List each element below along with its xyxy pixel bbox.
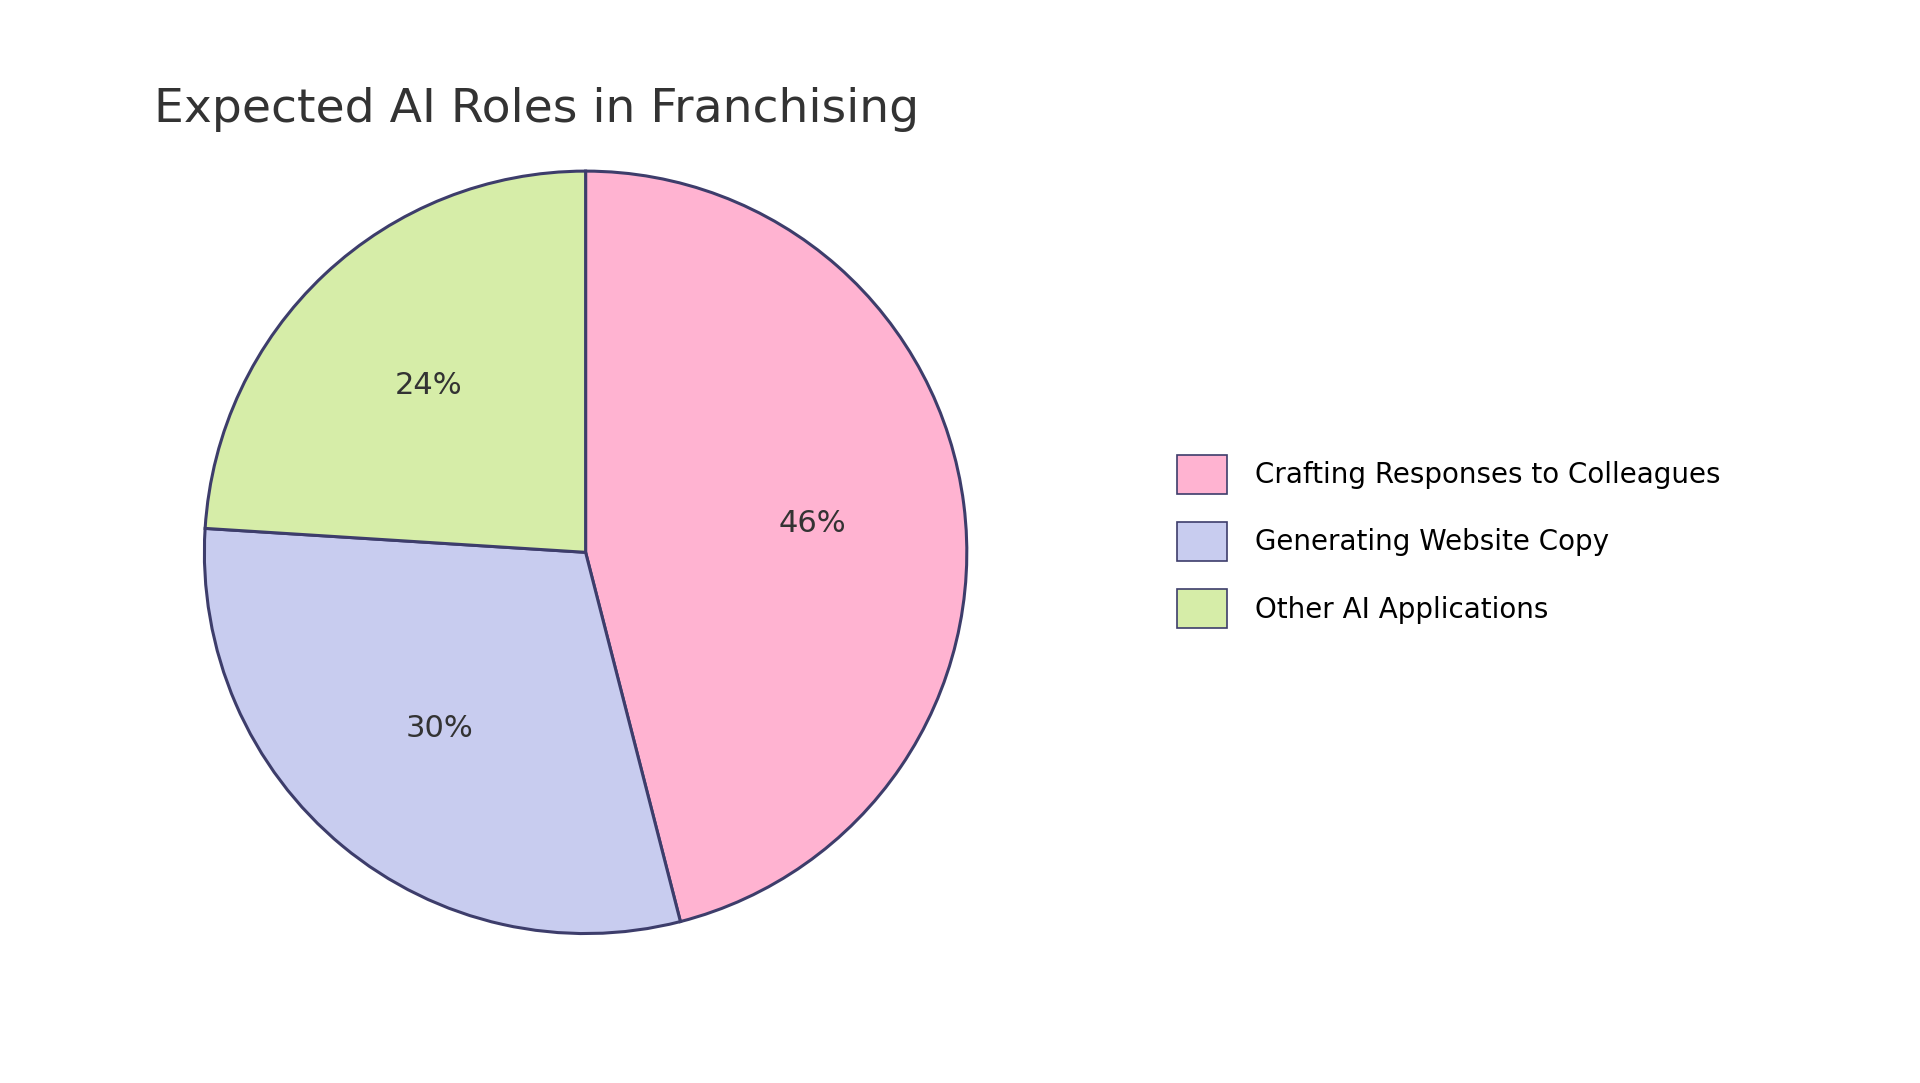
Wedge shape [205, 171, 586, 552]
Text: Expected AI Roles in Franchising: Expected AI Roles in Franchising [154, 87, 920, 132]
Wedge shape [204, 529, 680, 934]
Text: 24%: 24% [396, 371, 463, 400]
Text: 46%: 46% [780, 509, 847, 538]
Text: 30%: 30% [405, 714, 474, 743]
Legend: Crafting Responses to Colleagues, Generating Website Copy, Other AI Applications: Crafting Responses to Colleagues, Genera… [1165, 444, 1732, 639]
Wedge shape [586, 171, 968, 922]
